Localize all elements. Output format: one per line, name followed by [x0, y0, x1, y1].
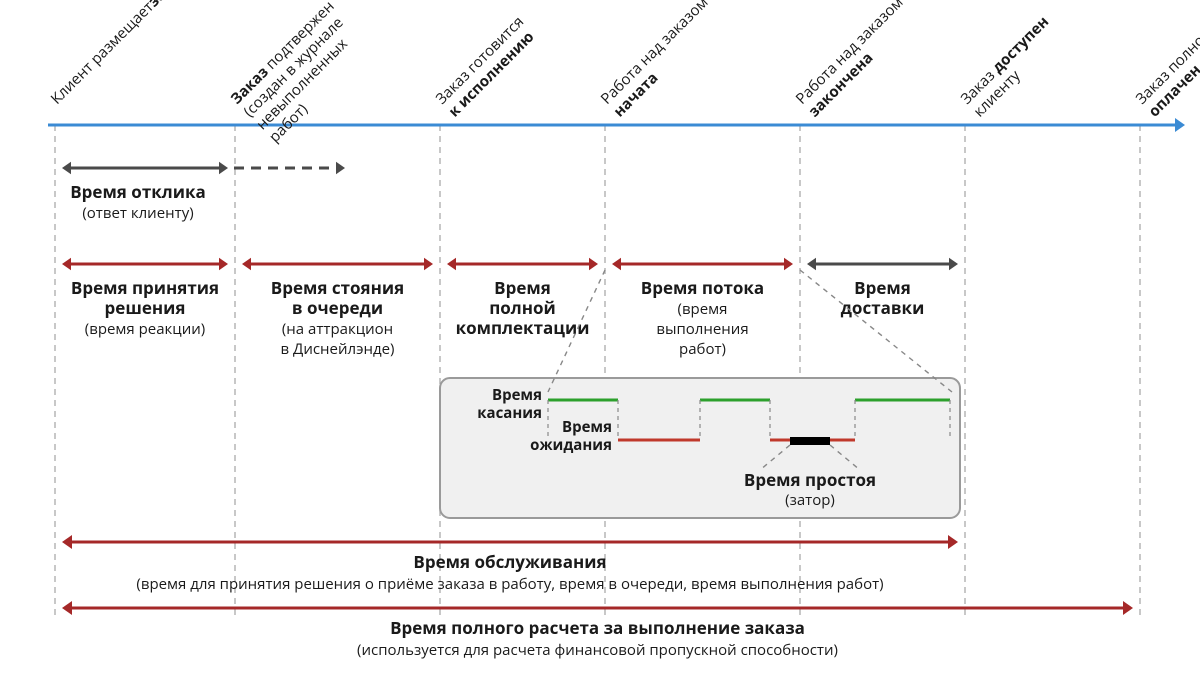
- segment: Времяполнойкомплектации: [447, 258, 598, 339]
- svg-text:(время: (время: [678, 299, 728, 319]
- svg-text:Работа над заказомначата: Работа над заказомначата: [596, 0, 725, 121]
- timeline-diagram: Клиент размещаетзаказЗаказ подтвержен(со…: [0, 0, 1200, 675]
- svg-text:(время для принятия решения о: (время для принятия решения о приёме зак…: [136, 574, 883, 594]
- svg-text:в очереди: в очереди: [292, 296, 383, 319]
- svg-text:работ): работ): [679, 339, 726, 359]
- svg-text:Клиент размещаетзаказ: Клиент размещаетзаказ: [46, 0, 189, 109]
- response-time-sub: (ответ клиенту): [82, 203, 193, 223]
- svg-text:Заказ доступенклиенту: Заказ доступенклиенту: [956, 12, 1065, 121]
- svg-text:выполнения: выполнения: [656, 319, 748, 339]
- segment: Время принятиярешения(время реакции): [62, 258, 228, 339]
- milestone-label: Заказ готовитсяк исполнению: [431, 12, 540, 121]
- svg-text:доставки: доставки: [841, 296, 925, 319]
- svg-text:(время реакции): (время реакции): [85, 319, 205, 339]
- milestone-label: Заказ полностьюоплачен: [1131, 6, 1200, 121]
- segment-arrows: Время принятиярешения(время реакции)Врем…: [62, 258, 958, 359]
- svg-text:в Диснейлэнде): в Диснейлэнде): [281, 339, 395, 359]
- response-time-arrow: Время отклика(ответ клиенту): [62, 162, 345, 223]
- svg-text:Время потока: Время потока: [641, 276, 764, 299]
- svg-text:(на аттракцион: (на аттракцион: [282, 319, 393, 339]
- milestone-label: Работа над заказомзакончена: [791, 0, 920, 121]
- svg-text:Работа над заказомзакончена: Работа над заказомзакончена: [791, 0, 920, 121]
- svg-text:Время: Время: [492, 385, 542, 405]
- response-time-title: Время отклика: [70, 180, 206, 203]
- svg-text:решения: решения: [105, 296, 186, 319]
- service-time-arrow: Время обслуживания(время для принятия ре…: [62, 535, 958, 594]
- svg-text:(затор): (затор): [785, 490, 835, 510]
- svg-text:Заказ готовитсяк исполнению: Заказ готовитсяк исполнению: [431, 12, 540, 121]
- milestone-label: Работа над заказомначата: [596, 0, 725, 121]
- segment: Время потока(времявыполненияработ): [612, 258, 793, 359]
- main-timeline: [48, 118, 1185, 132]
- svg-text:Время простоя: Время простоя: [744, 468, 876, 491]
- segment: Времядоставки: [807, 258, 958, 319]
- svg-text:комплектации: комплектации: [456, 316, 590, 339]
- svg-text:Время обслуживания: Время обслуживания: [413, 550, 606, 573]
- svg-text:Время: Время: [562, 417, 612, 437]
- svg-text:(используется для расчета фина: (используется для расчета финансовой про…: [357, 640, 838, 660]
- svg-text:Время полного расчета за выпол: Время полного расчета за выполнение зака…: [390, 616, 805, 639]
- svg-text:касания: касания: [477, 403, 542, 423]
- milestone-label: Клиент размещаетзаказ: [46, 0, 189, 109]
- full-time-arrow: Время полного расчета за выполнение зака…: [62, 601, 1133, 660]
- svg-text:Заказ полностьюоплачен: Заказ полностьюоплачен: [1131, 6, 1200, 121]
- segment: Время стоянияв очереди(на аттракционв Ди…: [242, 258, 433, 359]
- svg-text:ожидания: ожидания: [530, 435, 612, 455]
- milestone-label: Заказ доступенклиенту: [956, 12, 1065, 121]
